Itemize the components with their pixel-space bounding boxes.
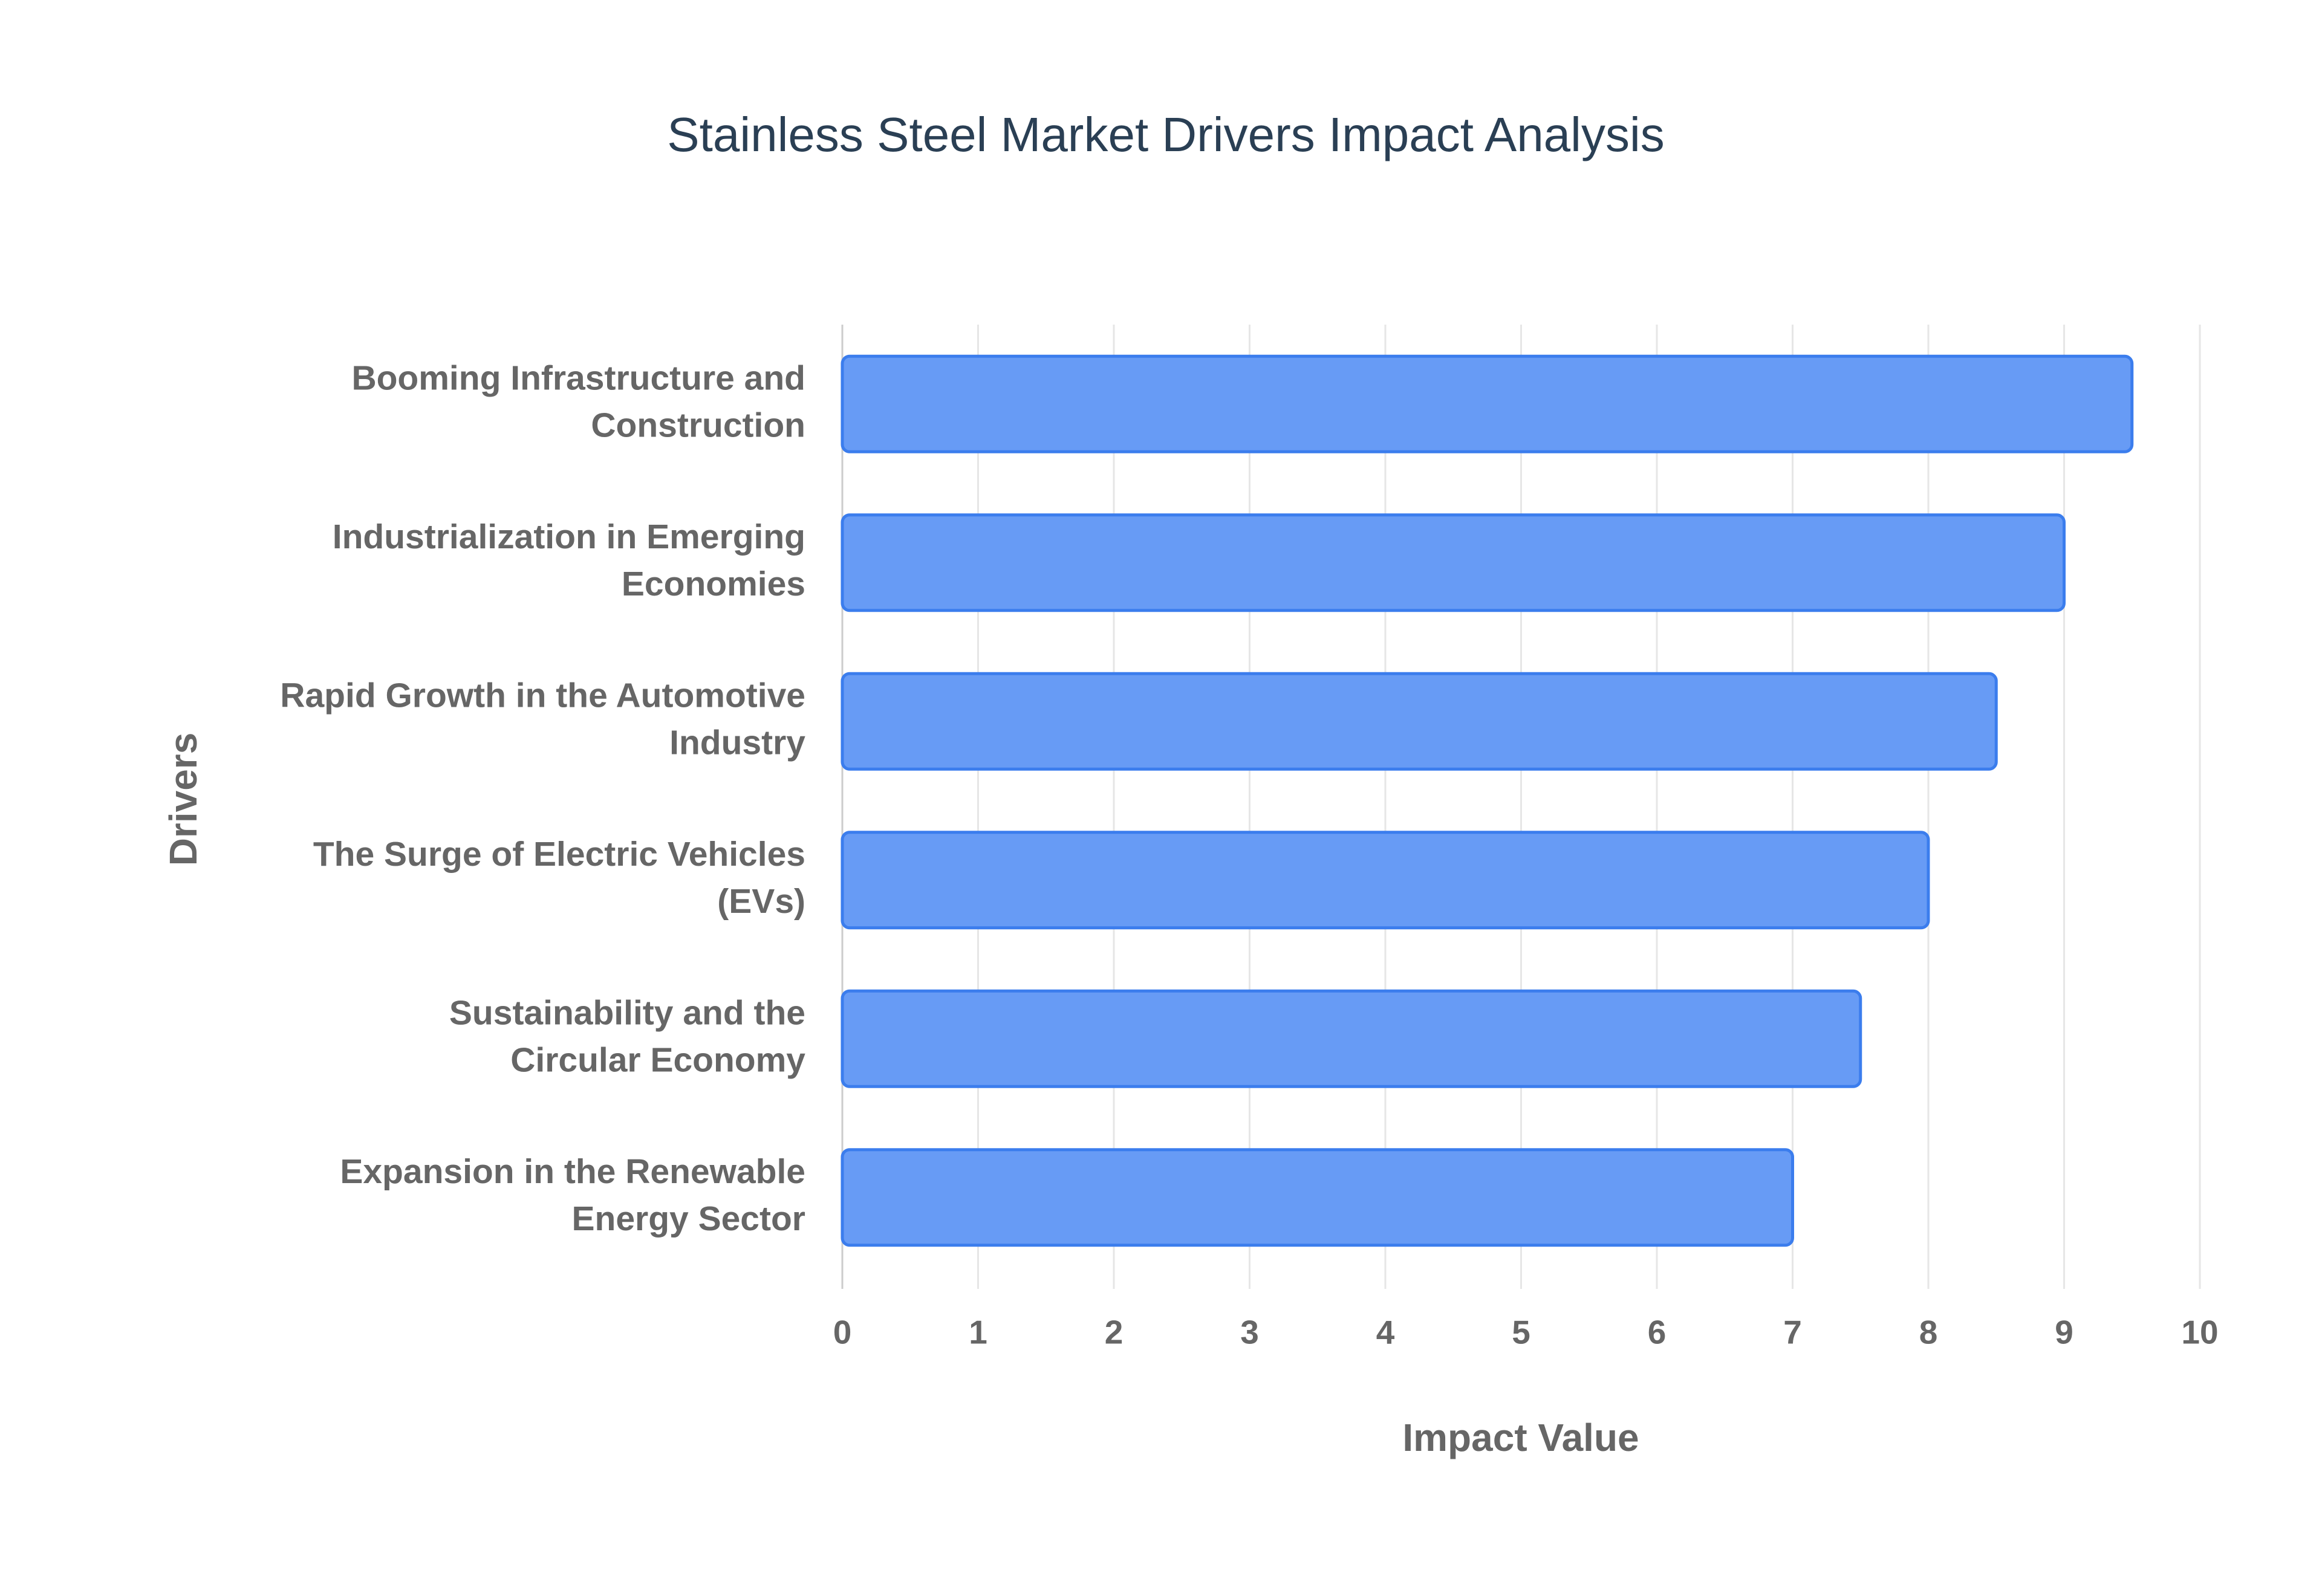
x-tick-label: 0 (833, 1314, 852, 1351)
x-tick-label: 3 (1240, 1314, 1259, 1351)
y-axis-title: Drivers (161, 733, 205, 866)
bar (841, 513, 2066, 612)
x-tick-label: 8 (1919, 1314, 1938, 1351)
bar (841, 1148, 1794, 1247)
y-tick-label: Sustainability and the Circular Economy (449, 993, 805, 1079)
x-tick-label: 9 (2055, 1314, 2073, 1351)
y-tick-label: The Surge of Electric Vehicles (EVs) (313, 835, 805, 921)
y-tick-label: Industrialization in Emerging Economies (333, 517, 805, 603)
x-tick-label: 5 (1512, 1314, 1530, 1351)
x-tick-label: 7 (1783, 1314, 1802, 1351)
x-tick-label: 1 (969, 1314, 987, 1351)
y-tick-label: Expansion in the Renewable Energy Sector (340, 1152, 805, 1238)
x-tick-label: 4 (1376, 1314, 1395, 1351)
bar (841, 672, 1998, 771)
bar (841, 989, 1862, 1088)
y-tick-label: Booming Infrastructure and Construction (351, 358, 805, 444)
bar (841, 831, 1930, 930)
bar (841, 354, 2134, 453)
x-tick-label: 10 (2181, 1314, 2218, 1351)
y-tick-label: Rapid Growth in the Automotive Industry (280, 676, 805, 762)
chart-title: Stainless Steel Market Drivers Impact An… (667, 108, 1664, 161)
x-tick-label: 2 (1105, 1314, 1124, 1351)
x-tick-label: 6 (1648, 1314, 1667, 1351)
x-axis-title: Impact Value (1402, 1416, 1639, 1459)
